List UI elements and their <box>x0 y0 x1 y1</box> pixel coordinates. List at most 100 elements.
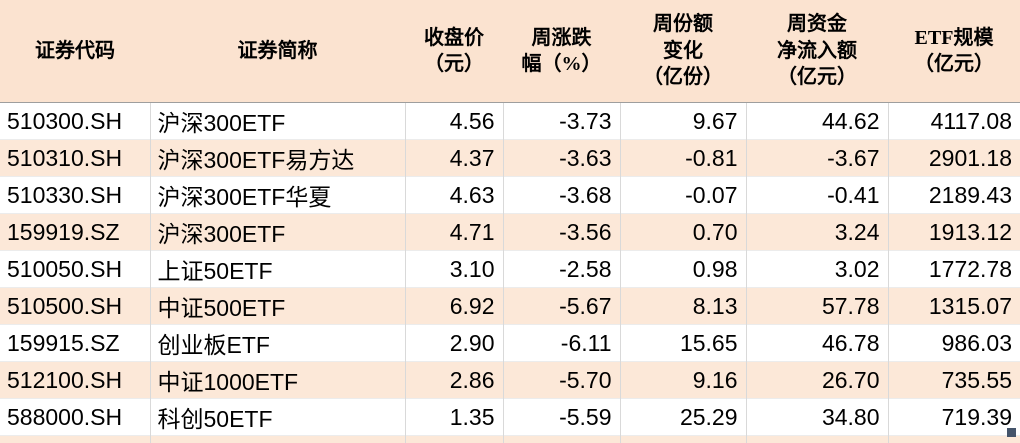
table-body: 510300.SH 沪深300ETF 4.56 -3.73 9.67 44.62 4117.… <box>0 102 1020 443</box>
cell-name: 科创板50ETF <box>149 435 405 443</box>
cell-etf_scale: 1315.07 <box>887 287 1020 325</box>
cell-weekly_change_pct: -3.63 <box>502 139 620 177</box>
cell-weekly_net_inflow: 3.02 <box>745 250 888 288</box>
table-row: 159915.SZ 创业板ETF 2.90 -6.11 15.65 46.78 986.03 <box>0 324 1020 362</box>
column-header-close_price: 收盘价 （元） <box>405 0 503 103</box>
cell-weekly_share_change: -0.07 <box>619 176 746 214</box>
table-row: 512100.SH 中证1000ETF 2.86 -5.70 9.16 26.70 735.… <box>0 361 1020 399</box>
cell-etf_scale: 986.03 <box>887 324 1020 362</box>
cell-weekly_net_inflow: 44.62 <box>745 102 888 140</box>
cell-name: 创业板ETF <box>149 324 405 362</box>
cell-weekly_share_change: 15.65 <box>619 324 746 362</box>
cell-weekly_share_change: 9.16 <box>619 361 746 399</box>
cell-name: 中证500ETF <box>149 287 405 325</box>
cell-name: 上证50ETF <box>149 250 405 288</box>
table-row: 510310.SH 沪深300ETF易方达 4.37 -3.63 -0.81 -3.67 2… <box>0 139 1020 177</box>
cell-weekly_change_pct: -3.68 <box>502 176 620 214</box>
cell-weekly_change_pct: -5.59 <box>502 398 620 436</box>
column-header-weekly_change_pct-line: 幅（%） <box>521 53 602 75</box>
cell-weekly_change_pct: -5.70 <box>502 361 620 399</box>
table-row: 510500.SH 中证500ETF 6.92 -5.67 8.13 57.78 1315.… <box>0 287 1020 325</box>
cell-close_price: 2.86 <box>404 361 503 399</box>
cell-close_price: 4.71 <box>404 213 503 251</box>
cell-weekly_net_inflow: 34.80 <box>745 398 888 436</box>
cell-close_price: 1.35 <box>404 398 503 436</box>
cell-weekly_net_inflow: -0.41 <box>745 176 888 214</box>
cell-etf_scale: 672.16 <box>887 435 1020 443</box>
cell-code: 510330.SH <box>0 176 150 214</box>
cell-weekly_change_pct: -5.70 <box>502 435 620 443</box>
cell-weekly_net_inflow: 57.78 <box>745 287 888 325</box>
cell-weekly_net_inflow: 26.70 <box>745 361 888 399</box>
column-header-weekly_net_inflow-line: （亿元） <box>777 66 857 89</box>
column-header-etf_scale-line: ETF规模 <box>914 26 994 49</box>
cell-name: 科创50ETF <box>149 398 405 436</box>
cell-weekly_share_change: 8.13 <box>619 287 746 325</box>
table-row: 510300.SH 沪深300ETF 4.56 -3.73 9.67 44.62 4117.… <box>0 102 1020 140</box>
column-header-weekly_change_pct-line: 周涨跌 <box>531 26 592 49</box>
column-header-code-line: 证券代码 <box>35 39 115 62</box>
table-row: 510330.SH 沪深300ETF华夏 4.63 -3.68 -0.07 -0.41 21… <box>0 176 1020 214</box>
cell-weekly_share_change: 25.29 <box>619 398 746 436</box>
cell-weekly_share_change: 7.80 <box>619 435 746 443</box>
cell-weekly_net_inflow: 3.24 <box>745 213 888 251</box>
cell-code: 510050.SH <box>0 250 150 288</box>
cell-name: 沪深300ETF华夏 <box>149 176 405 214</box>
column-header-close_price-line: （元） <box>424 53 484 75</box>
cell-name: 中证1000ETF <box>149 361 405 399</box>
column-header-weekly_net_inflow: 周资金净流入额 （亿元） <box>746 0 888 103</box>
cell-close_price: 4.56 <box>404 102 503 140</box>
cell-selection-handle-icon <box>1007 428 1016 437</box>
cell-name: 沪深300ETF <box>149 213 405 251</box>
column-header-code: 证券代码 <box>0 0 150 103</box>
cell-weekly_net_inflow: 10.40 <box>745 435 888 443</box>
cell-code: 588000.SH <box>0 398 150 436</box>
cell-code: 510310.SH <box>0 139 150 177</box>
table-row: 588080.SH科创板50ETF1.31-5.707.8010.40672.1… <box>0 435 1020 443</box>
table-row: 510050.SH 上证50ETF 3.10 -2.58 0.98 3.02 1772.78 <box>0 250 1020 288</box>
cell-etf_scale: 735.55 <box>887 361 1020 399</box>
cell-weekly_change_pct: -6.11 <box>502 324 620 362</box>
cell-close_price: 4.63 <box>404 176 503 214</box>
cell-etf_scale: 1772.78 <box>887 250 1020 288</box>
cell-close_price: 6.92 <box>404 287 503 325</box>
cell-code: 510500.SH <box>0 287 150 325</box>
cell-code: 159915.SZ <box>0 324 150 362</box>
cell-weekly_share_change: -0.81 <box>619 139 746 177</box>
column-header-name-line: 证券简称 <box>237 39 318 62</box>
cell-weekly_net_inflow: -3.67 <box>745 139 888 177</box>
cell-close_price: 3.10 <box>404 250 503 288</box>
cell-weekly_change_pct: -3.56 <box>502 213 620 251</box>
cell-code: 512100.SH <box>0 361 150 399</box>
cell-code: 159919.SZ <box>0 213 150 251</box>
table-header: 证券代码 证券简称 收盘价 （元） 周涨跌幅（%） 周份额变化 （亿份） 周资金净流入额 （亿元… <box>0 0 1020 103</box>
cell-weekly_change_pct: -3.73 <box>502 102 620 140</box>
table-row: 159919.SZ 沪深300ETF 4.71 -3.56 0.70 3.24 1913.1… <box>0 213 1020 251</box>
cell-etf_scale: 1913.12 <box>887 213 1020 251</box>
cell-etf_scale: 2189.43 <box>887 176 1020 214</box>
column-header-etf_scale: ETF规模 （亿元） <box>888 0 1020 103</box>
cell-close_price: 1.31 <box>404 435 503 443</box>
cell-weekly_share_change: 0.70 <box>619 213 746 251</box>
column-header-weekly_share_change-line: （亿份） <box>643 66 723 89</box>
column-header-weekly_share_change-line: 变化 <box>663 39 703 62</box>
column-header-etf_scale-line: （亿元） <box>914 53 994 75</box>
column-header-close_price-line: 收盘价 <box>424 26 484 49</box>
cell-weekly_share_change: 9.67 <box>619 102 746 140</box>
table-row: 588000.SH 科创50ETF 1.35 -5.59 25.29 34.80 719.3… <box>0 398 1020 436</box>
cell-close_price: 4.37 <box>404 139 503 177</box>
cell-code: 588080.SH <box>0 435 150 443</box>
cell-etf_scale: 4117.08 <box>887 102 1020 140</box>
cell-weekly_change_pct: -5.67 <box>502 287 620 325</box>
header-row: 证券代码 证券简称 收盘价 （元） 周涨跌幅（%） 周份额变化 （亿份） 周资金净流入额 （亿元… <box>0 0 1020 103</box>
cell-code: 510300.SH <box>0 102 150 140</box>
cell-name: 沪深300ETF易方达 <box>149 139 405 177</box>
column-header-weekly_share_change: 周份额变化 （亿份） <box>620 0 746 103</box>
column-header-weekly_net_inflow-line: 净流入额 <box>777 39 857 62</box>
column-header-weekly_share_change-line: 周份额 <box>653 13 713 36</box>
cell-weekly_net_inflow: 46.78 <box>745 324 888 362</box>
cell-etf_scale: 719.39 <box>887 398 1020 436</box>
cell-weekly_change_pct: -2.58 <box>502 250 620 288</box>
column-header-weekly_net_inflow-line: 周资金 <box>787 13 847 36</box>
